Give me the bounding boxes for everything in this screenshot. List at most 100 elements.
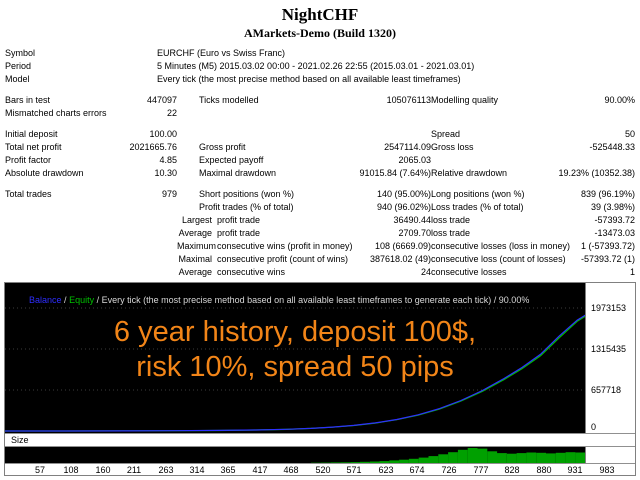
report-zone-b: Expected payoff 2065.03 [177,154,431,167]
report-value: 4.85 [159,155,177,165]
report-zone-a: Initial deposit 100.00 [5,128,177,141]
report-value: 100.00 [149,129,177,139]
report-label: Long positions (won %) [431,189,525,199]
report-value: 90.00% [604,95,635,105]
lot-size-bar [555,452,566,463]
report-zone-c: consecutive loss (count of losses) -57393… [431,253,635,266]
report-zone-c [431,107,635,120]
report-zone-a [5,227,177,240]
lot-size-bar [546,453,556,463]
report-qualifier: Average [178,228,212,238]
report-zone-b: Average profit trade 2709.70 [177,227,431,240]
lot-size-bar [438,454,449,463]
x-axis: 57 108 160 211 263 314 365 417 468 520 571 623 674 72… [5,463,635,475]
lot-size-bar [487,451,498,463]
tester-graph: 1973153 1315435 657718 0 Balance / Equity /… [4,282,636,476]
report-label: Profit factor [5,155,52,165]
balance-plot: 1973153 1315435 657718 0 [5,283,626,433]
report-label: Mismatched charts errors [5,108,107,118]
size-label: Size [11,435,29,445]
report-label: Short positions (won %) [199,189,295,199]
lot-size-bar [526,452,537,463]
lot-size-bar [389,460,400,463]
x-axis-label: 880 [536,465,552,475]
report-value: 839 (96.19%) [580,189,635,199]
report-row: Total trades 979 Short positions (won %) 14… [5,188,635,201]
report-zone-c: Spread 50 [431,128,635,141]
report-zone-a: Total trades 979 [5,188,177,201]
size-strip: Size [5,433,635,447]
report-zone-a: Profit factor 4.85 [5,154,177,167]
report-zone-c [431,154,635,167]
report-label: Total trades [5,189,52,199]
x-axis-label: 777 [473,465,489,475]
report-label: profit trade [217,228,261,238]
report-label: Loss trades (% of total) [431,202,524,212]
report-row: Profit trades (% of total) 940 (96.02%) Lo… [5,201,635,214]
report-zone-a [5,266,177,279]
legend-separator: / [94,295,102,305]
report-zone-c: loss trade -57393.72 [431,214,635,227]
report-label: Profit trades (% of total) [199,202,294,212]
lot-size-bar [408,458,419,463]
report-row: Average profit trade 2709.70 loss trade -134… [5,227,635,240]
lot-size-bar [575,452,585,463]
report-label: Initial deposit [5,129,58,139]
report-zone-b: Maximal consecutive profit (count of wins… [177,253,431,266]
report-label: Gross profit [199,142,246,152]
report-value: -13473.03 [594,228,635,238]
report-label: Spread [431,129,461,139]
chart-overlay-text: 6 year history, deposit 100$, risk 10%, … [5,315,585,385]
report-qualifier: Maximum [177,241,217,251]
report-zone-b: Short positions (won %) 140 (95.00%) [177,188,431,201]
report-value: 10.30 [154,168,177,178]
y-axis-label: 1315435 [591,344,626,354]
report-zone-a: Bars in test 447097 [5,94,177,107]
report-value: 140 (95.00%) [376,189,431,199]
y-axis-label: 0 [591,422,596,432]
report-value: 2547114.09 [384,142,431,152]
report-value: 1 (-57393.72) [580,241,635,251]
x-axis-label: 417 [252,465,268,475]
x-axis-label: 674 [409,465,425,475]
lots-panel [5,447,635,463]
report-zone-a: Total net profit 2021665.76 [5,141,177,154]
report-zone-b [177,128,431,141]
report-label: consecutive loss (count of losses) [431,254,566,264]
report-qualifier: Average [178,267,212,277]
report-row [5,86,635,94]
report-row: Absolute drawdown 10.30 Maximal drawdown 91… [5,167,635,180]
report-zone-b [177,107,431,120]
report-row: Maximal consecutive profit (count of wins… [5,253,635,266]
lot-size-bar [379,461,390,463]
lot-size-bar [536,452,546,463]
report-value [631,154,635,167]
lot-size-bar [565,452,576,463]
report-label: consecutive wins [217,267,286,277]
report-value: 22 [166,108,177,118]
x-axis-label: 468 [283,465,299,475]
lot-size-bar [369,461,380,463]
main-plot: 1973153 1315435 657718 0 Balance / Equity /… [5,283,635,433]
report-value: EURCHF (Euro vs Swiss Franc) [157,48,286,58]
report-value: 108 (6669.09) [374,241,431,251]
report-value: 2709.70 [398,228,431,238]
x-axis-label: 57 [34,465,45,475]
x-axis-label: 931 [567,465,583,475]
report-zone-b: Maximum consecutive wins (profit in money… [177,240,431,253]
report-zone-c: loss trade -13473.03 [431,227,635,240]
report-zone-b: Gross profit 2547114.09 [177,141,431,154]
report-value: 19.23% (10352.38) [558,168,635,178]
report-row: Model Every tick (the most precise method… [5,73,635,86]
lot-size-bar [360,461,370,463]
lot-size-bar [428,456,439,463]
report-qualifier: Largest [181,215,212,225]
report-value: 91015.84 (7.64%) [359,168,431,178]
report-zone-c: Modelling quality 90.00% [431,94,635,107]
results-table: Symbol EURCHF (Euro vs Swiss Franc) Period… [5,47,635,279]
chart-legend: Balance / Equity / Every tick (the most … [9,285,529,315]
report-row: Mismatched charts errors 22 [5,107,635,120]
lot-size-bar [457,449,468,463]
report-label: Relative drawdown [431,168,508,178]
